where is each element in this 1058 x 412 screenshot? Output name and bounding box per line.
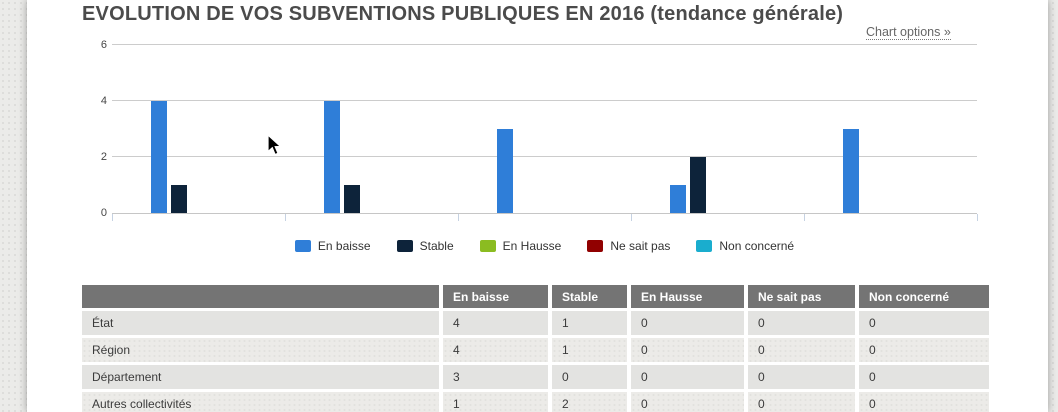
table-row: Autres collectivités 1 2 0 0 0 [82, 390, 989, 412]
bar-stable-group4[interactable] [689, 157, 706, 213]
table-row: Région 4 1 0 0 0 [82, 336, 989, 365]
row-label: Département [82, 363, 443, 392]
row-value: 1 [441, 390, 552, 412]
table-header-stable: Stable [550, 285, 631, 311]
row-value: 3 [441, 363, 552, 392]
row-value: 4 [441, 309, 552, 338]
row-value: 0 [746, 309, 859, 338]
y-axis-label-2: 2 [100, 151, 107, 163]
row-value: 0 [550, 363, 631, 392]
bar-en-baisse-group4[interactable] [669, 185, 686, 213]
legend-label: En baisse [317, 239, 371, 253]
row-label: État [82, 309, 443, 338]
gridline-y2 [112, 156, 977, 157]
bar-en-baisse-group5[interactable] [842, 129, 859, 213]
bar-stable-group1[interactable] [170, 185, 187, 213]
bar-en-baisse-group2[interactable] [323, 101, 340, 213]
x-axis-tick [285, 214, 286, 221]
row-value: 4 [441, 336, 552, 365]
bar-stable-group2[interactable] [343, 185, 360, 213]
y-axis-label-0: 0 [100, 207, 107, 219]
x-axis-tick [804, 214, 805, 221]
row-value: 0 [629, 390, 748, 412]
table-row: Département 3 0 0 0 0 [82, 363, 989, 392]
row-value: 0 [857, 336, 989, 365]
table-header-en-hausse: En Hausse [629, 285, 748, 311]
row-value: 1 [550, 309, 631, 338]
legend-swatch [396, 240, 413, 252]
bar-en-baisse-group3[interactable] [496, 129, 513, 213]
row-value: 0 [746, 336, 859, 365]
legend-item-ne-sait-pas[interactable]: Ne sait pas [587, 239, 670, 253]
chart-options-link[interactable]: Chart options » [866, 25, 951, 40]
table-row: État 4 1 0 0 0 [82, 309, 989, 338]
legend-swatch [587, 240, 604, 252]
table-header-empty [82, 285, 443, 311]
mouse-cursor [267, 134, 283, 156]
row-value: 1 [550, 336, 631, 365]
legend-label: Non concerné [719, 239, 795, 253]
row-value: 0 [629, 336, 748, 365]
table-header: En baisse Stable En Hausse Ne sait pas Non c… [82, 285, 989, 311]
row-value: 2 [550, 390, 631, 412]
row-label: Autres collectivités [82, 390, 443, 412]
row-label: Région [82, 336, 443, 365]
row-value: 0 [857, 390, 989, 412]
page-title: EVOLUTION DE VOS SUBVENTIONS PUBLIQUES E… [82, 3, 844, 25]
legend-swatch [696, 240, 713, 252]
row-value: 0 [629, 363, 748, 392]
legend-item-en-hausse[interactable]: En Hausse [479, 239, 562, 253]
legend-label: En Hausse [502, 239, 562, 253]
legend-item-non-concerné[interactable]: Non concerné [696, 239, 794, 253]
legend-label: Stable [419, 239, 454, 253]
x-axis-tick [977, 214, 978, 221]
x-axis-tick [112, 214, 113, 221]
x-axis-tick [631, 214, 632, 221]
x-axis-tick [458, 214, 459, 221]
results-table: En baisse Stable En Hausse Ne sait pas Non c… [82, 285, 989, 412]
y-axis-label-4: 4 [100, 95, 107, 107]
table-header-ne-sait-pas: Ne sait pas [746, 285, 859, 311]
row-value: 0 [857, 363, 989, 392]
chart-legend: En baisse Stable En Hausse Ne sait pas Non c… [112, 238, 977, 254]
bar-en-baisse-group1[interactable] [150, 101, 167, 213]
table-header-non-concerné: Non concerné [857, 285, 989, 311]
row-value: 0 [746, 390, 859, 412]
y-axis-label-6: 6 [100, 39, 107, 51]
chart-plot [112, 44, 977, 214]
legend-item-en-baisse[interactable]: En baisse [294, 239, 371, 253]
legend-swatch [294, 240, 311, 252]
legend-swatch [479, 240, 496, 252]
row-value: 0 [857, 309, 989, 338]
legend-item-stable[interactable]: Stable [396, 239, 454, 253]
legend-label: Ne sait pas [610, 239, 671, 253]
row-value: 0 [746, 363, 859, 392]
row-value: 0 [629, 309, 748, 338]
table-header-en-baisse: En baisse [441, 285, 552, 311]
gridline-y4 [112, 100, 977, 101]
gridline-y6 [112, 44, 977, 45]
